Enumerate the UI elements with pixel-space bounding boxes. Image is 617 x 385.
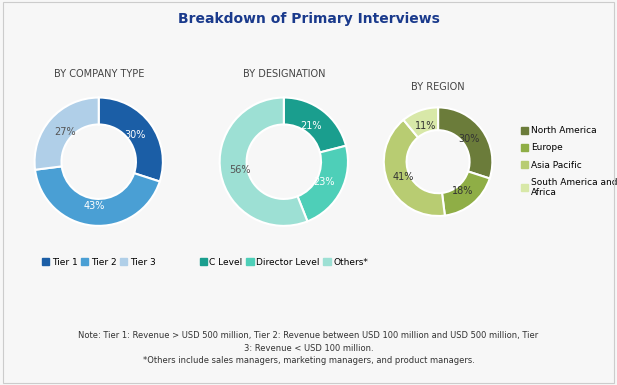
Wedge shape xyxy=(35,166,160,226)
Legend: Tier 1, Tier 2, Tier 3: Tier 1, Tier 2, Tier 3 xyxy=(38,254,159,271)
Text: 43%: 43% xyxy=(84,201,105,211)
Text: 11%: 11% xyxy=(415,121,436,131)
Wedge shape xyxy=(99,97,163,182)
Wedge shape xyxy=(297,146,348,221)
Text: Note: Tier 1: Revenue > USD 500 million, Tier 2: Revenue between USD 100 million: Note: Tier 1: Revenue > USD 500 million,… xyxy=(78,331,539,365)
Wedge shape xyxy=(442,171,490,216)
Text: 41%: 41% xyxy=(392,172,414,182)
Wedge shape xyxy=(220,97,307,226)
Wedge shape xyxy=(284,97,346,152)
Text: Breakdown of Primary Interviews: Breakdown of Primary Interviews xyxy=(178,12,439,25)
Wedge shape xyxy=(438,107,492,179)
Text: 30%: 30% xyxy=(125,130,146,140)
Wedge shape xyxy=(404,107,438,137)
Text: 30%: 30% xyxy=(458,134,479,144)
Text: 27%: 27% xyxy=(54,127,76,137)
Text: 23%: 23% xyxy=(313,177,334,187)
Legend: North America, Europe, Asia Pacific, South America and Middle East &
Africa: North America, Europe, Asia Pacific, Sou… xyxy=(517,123,617,201)
Legend: C Level, Director Level, Others*: C Level, Director Level, Others* xyxy=(196,254,372,271)
Title: BY REGION: BY REGION xyxy=(412,82,465,92)
Title: BY DESIGNATION: BY DESIGNATION xyxy=(242,69,325,79)
Wedge shape xyxy=(384,120,445,216)
Wedge shape xyxy=(35,97,99,170)
Text: 21%: 21% xyxy=(300,121,322,131)
Text: 18%: 18% xyxy=(452,186,473,196)
Text: 56%: 56% xyxy=(229,165,251,175)
Title: BY COMPANY TYPE: BY COMPANY TYPE xyxy=(54,69,144,79)
